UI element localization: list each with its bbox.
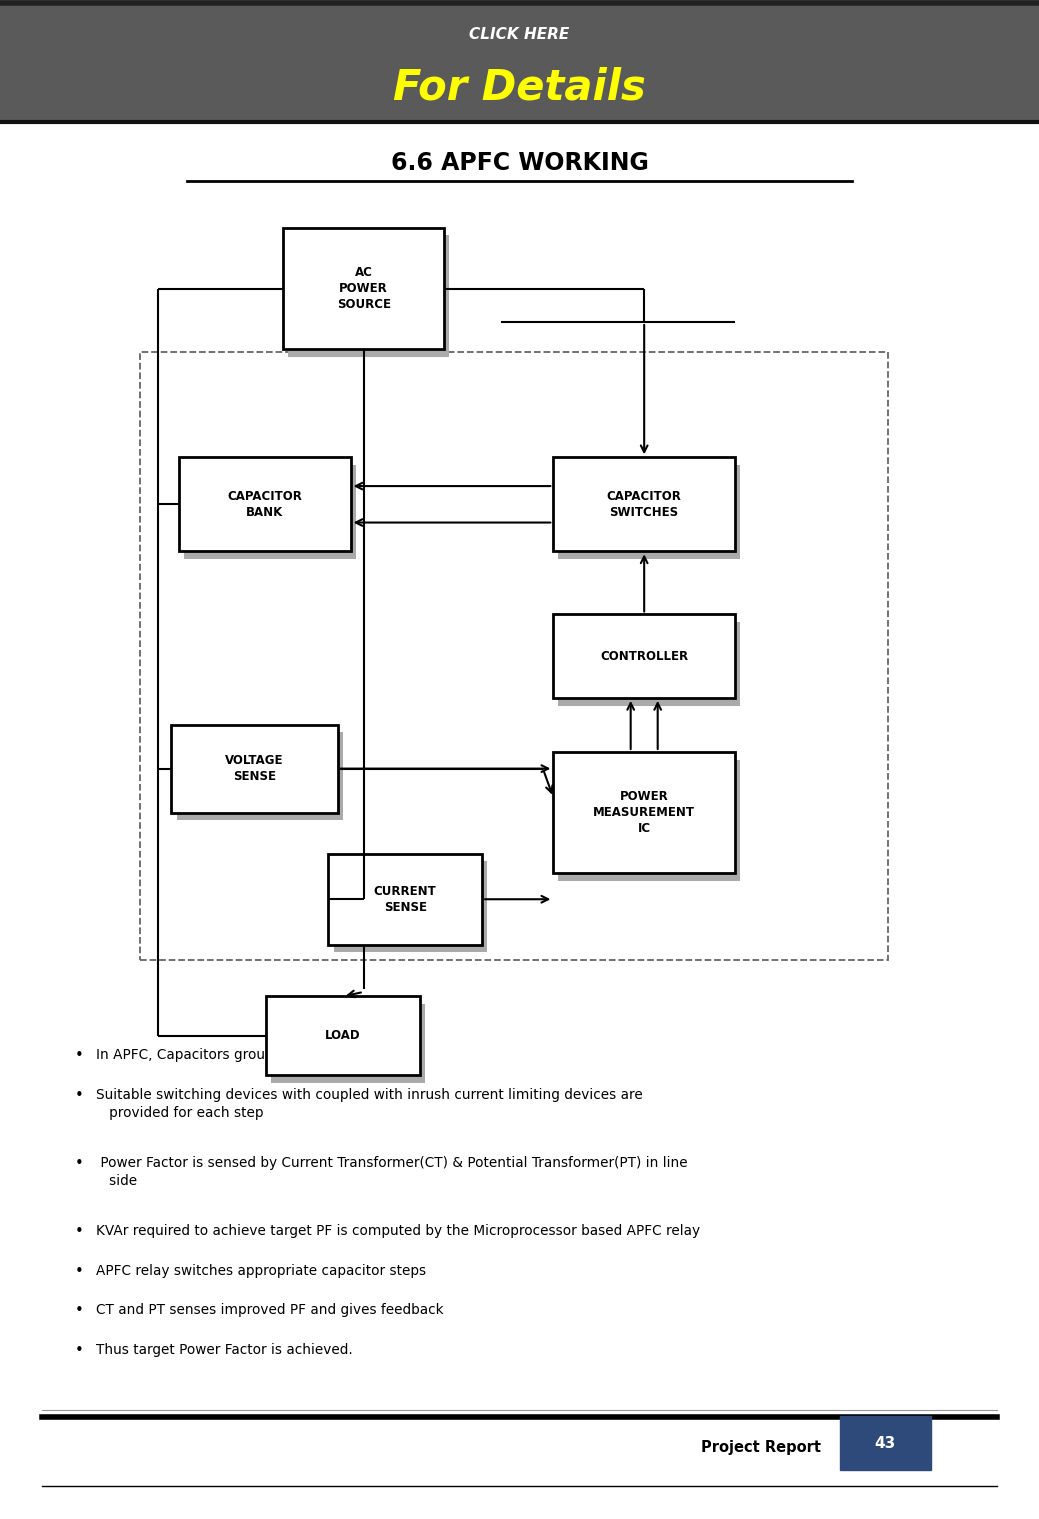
Text: Thus target Power Factor is achieved.: Thus target Power Factor is achieved. (96, 1343, 352, 1356)
Text: •: • (75, 1048, 83, 1063)
Bar (840, 1416, 931, 1470)
Bar (289, 235, 450, 357)
Text: •: • (75, 1264, 83, 1279)
Text: CLICK HERE: CLICK HERE (470, 26, 569, 41)
Text: 43: 43 (875, 1435, 896, 1451)
Text: VOLTAGE
SENSE: VOLTAGE SENSE (225, 753, 284, 784)
Text: CONTROLLER: CONTROLLER (601, 650, 688, 662)
Text: APFC relay switches appropriate capacitor steps: APFC relay switches appropriate capacito… (96, 1264, 426, 1277)
Bar (271, 1004, 425, 1083)
Text: AC
POWER
SOURCE: AC POWER SOURCE (337, 266, 391, 311)
Text: In APFC, Capacitors grouped into several steps.: In APFC, Capacitors grouped into several… (96, 1048, 421, 1062)
Bar (559, 623, 740, 705)
Bar (559, 465, 740, 559)
Bar (180, 457, 351, 551)
Text: Project Report: Project Report (701, 1440, 821, 1455)
Bar (283, 228, 445, 349)
Text: LOAD: LOAD (325, 1030, 361, 1042)
Bar (0, 0, 1039, 122)
Text: CT and PT senses improved PF and gives feedback: CT and PT senses improved PF and gives f… (96, 1303, 444, 1317)
Text: •: • (75, 1156, 83, 1171)
Text: •: • (75, 1224, 83, 1240)
Text: 6.6 APFC WORKING: 6.6 APFC WORKING (391, 150, 648, 175)
Text: •: • (75, 1343, 83, 1358)
Text: CAPACITOR
SWITCHES: CAPACITOR SWITCHES (607, 489, 682, 519)
Bar (553, 457, 736, 551)
Text: •: • (75, 1088, 83, 1103)
Text: Suitable switching devices with coupled with inrush current limiting devices are: Suitable switching devices with coupled … (96, 1088, 642, 1120)
Text: CURRENT
SENSE: CURRENT SENSE (374, 884, 436, 914)
Bar (266, 996, 420, 1075)
Text: KVAr required to achieve target PF is computed by the Microprocessor based APFC : KVAr required to achieve target PF is co… (96, 1224, 699, 1238)
Bar (171, 725, 338, 813)
Text: POWER
MEASUREMENT
IC: POWER MEASUREMENT IC (593, 790, 695, 835)
Text: CAPACITOR
BANK: CAPACITOR BANK (228, 489, 302, 519)
Bar (328, 854, 482, 945)
Text: Power Factor is sensed by Current Transformer(CT) & Potential Transformer(PT) in: Power Factor is sensed by Current Transf… (96, 1156, 687, 1188)
Bar (553, 614, 736, 699)
Text: •: • (75, 1303, 83, 1318)
Bar (334, 861, 487, 952)
Text: For Details: For Details (393, 67, 646, 108)
Bar (185, 465, 355, 559)
Bar (559, 760, 740, 881)
Bar (553, 752, 736, 873)
Bar (140, 352, 888, 960)
Bar (177, 732, 343, 820)
